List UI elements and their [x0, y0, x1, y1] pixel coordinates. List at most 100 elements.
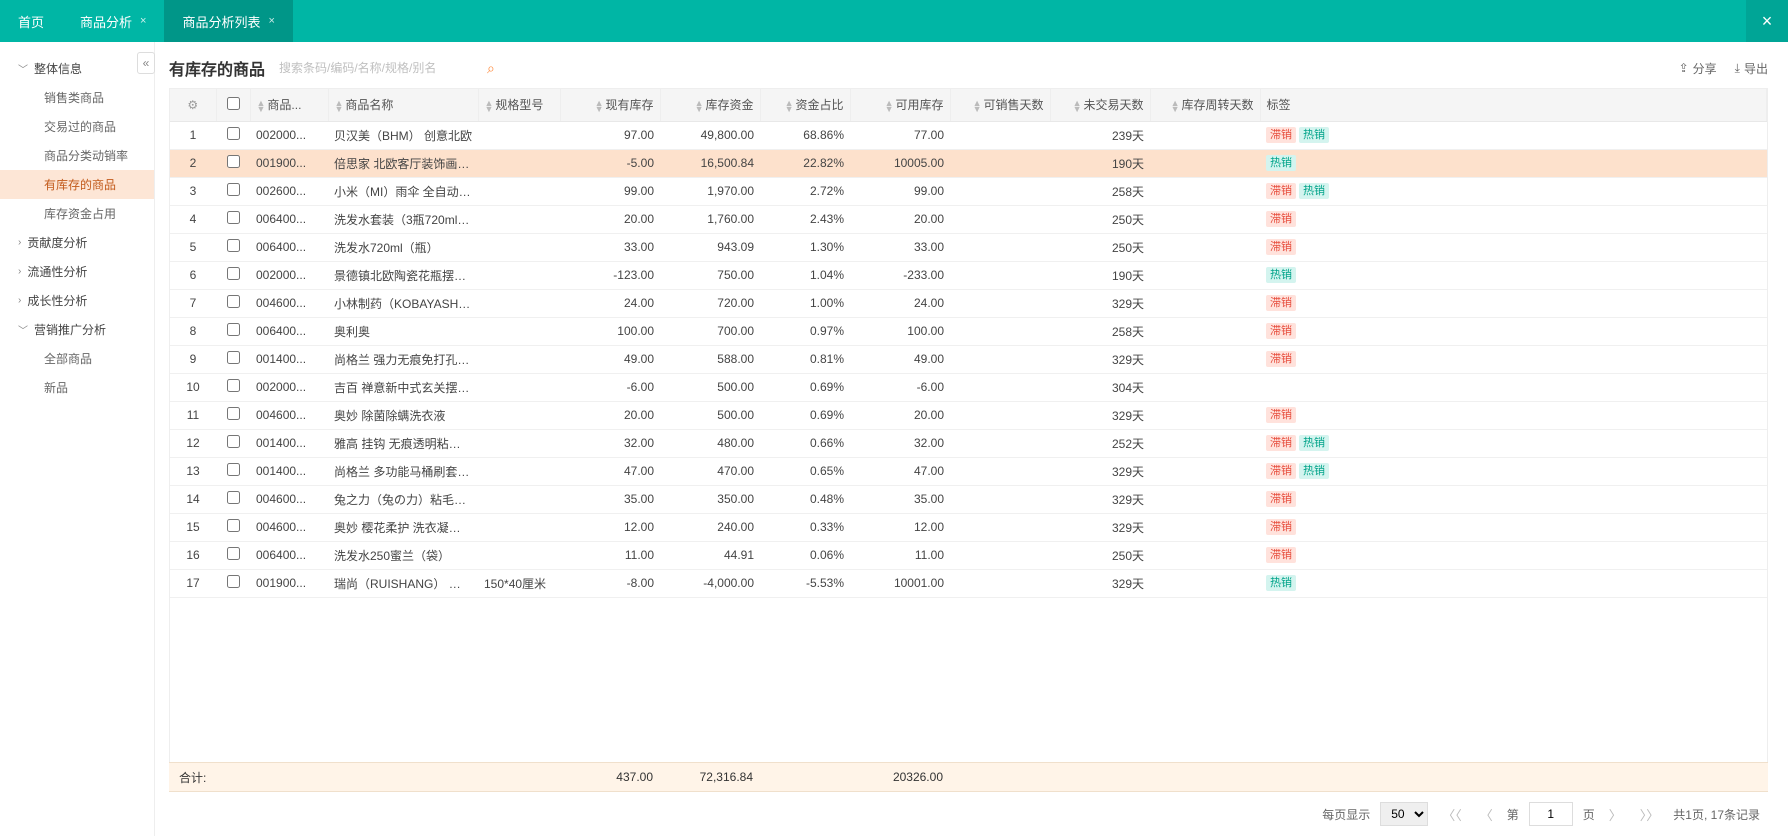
table-row[interactable]: 11004600...奥妙 除菌除螨洗衣液20.00500.000.69%20.… — [170, 401, 1767, 429]
row-checkbox[interactable] — [227, 323, 240, 336]
share-button[interactable]: ⇪分享 — [1679, 60, 1717, 77]
per-page-select[interactable]: 50 — [1380, 802, 1428, 826]
row-checkbox[interactable] — [227, 267, 240, 280]
nav-group-title[interactable]: ﹀营销推广分析 — [0, 315, 154, 344]
row-checkbox[interactable] — [227, 295, 240, 308]
nav-group-title[interactable]: ﹀整体信息 — [0, 54, 154, 83]
cell-chk — [216, 569, 250, 597]
row-checkbox[interactable] — [227, 435, 240, 448]
row-checkbox[interactable] — [227, 211, 240, 224]
sidebar-collapse-button[interactable]: « — [137, 52, 155, 74]
nav-item[interactable]: 全部商品 — [0, 344, 154, 373]
table-row[interactable]: 14004600...兔之力（兔の力）粘毛器粘35.00350.000.48%3… — [170, 485, 1767, 513]
export-button[interactable]: ⤓导出 — [1735, 60, 1768, 77]
tab[interactable]: 商品分析× — [62, 0, 164, 42]
prev-page-button[interactable]: 〈 — [1476, 805, 1497, 824]
row-checkbox[interactable] — [227, 407, 240, 420]
nav-item[interactable]: 商品分类动销率 — [0, 141, 154, 170]
row-checkbox[interactable] — [227, 351, 240, 364]
tag: 滞销 — [1266, 127, 1296, 143]
select-all-checkbox[interactable] — [227, 97, 240, 110]
row-checkbox[interactable] — [227, 575, 240, 588]
column-header[interactable]: ▲▼可用库存 — [850, 89, 950, 121]
row-checkbox[interactable] — [227, 379, 240, 392]
row-checkbox[interactable] — [227, 463, 240, 476]
cell-idx: 10 — [170, 373, 216, 401]
tag: 热销 — [1299, 127, 1329, 143]
table-row[interactable]: 3002600...小米（MI）雨伞 全自动折叠99.001,970.002.7… — [170, 177, 1767, 205]
cell-stock: -6.00 — [560, 373, 660, 401]
nav-item[interactable]: 交易过的商品 — [0, 112, 154, 141]
row-checkbox[interactable] — [227, 155, 240, 168]
cell-chk — [216, 485, 250, 513]
nav-item[interactable]: 新品 — [0, 373, 154, 402]
cell-chk — [216, 149, 250, 177]
row-checkbox[interactable] — [227, 183, 240, 196]
cell-idx: 16 — [170, 541, 216, 569]
page-input[interactable] — [1529, 802, 1573, 826]
tab-close-icon[interactable]: × — [268, 15, 274, 27]
column-header[interactable]: ▲▼库存周转天数 — [1150, 89, 1260, 121]
column-header[interactable]: ▲▼可销售天数 — [950, 89, 1050, 121]
tab[interactable]: 商品分析列表× — [164, 0, 292, 42]
cell-turn — [1150, 457, 1260, 485]
cell-avail: 47.00 — [850, 457, 950, 485]
row-checkbox[interactable] — [227, 547, 240, 560]
data-table-wrap[interactable]: ⚙▲▼商品...▲▼商品名称▲▼规格型号▲▼现有库存▲▼库存资金▲▼资金占比▲▼… — [169, 88, 1768, 762]
nav-group-label: 流通性分析 — [27, 263, 87, 280]
row-checkbox[interactable] — [227, 519, 240, 532]
table-row[interactable]: 6002000...景德镇北欧陶瓷花瓶摆件 位-123.00750.001.04… — [170, 261, 1767, 289]
table-row[interactable]: 15004600...奥妙 樱花柔护 洗衣凝珠 1012.00240.000.3… — [170, 513, 1767, 541]
table-row[interactable]: 7004600...小林制药（KOBAYASHI）E24.00720.001.0… — [170, 289, 1767, 317]
nav-group-title[interactable]: ›成长性分析 — [0, 286, 154, 315]
table-row[interactable]: 12001400...雅高 挂钩 无痕透明粘钩 强32.00480.000.66… — [170, 429, 1767, 457]
nav-group-title[interactable]: ›流通性分析 — [0, 257, 154, 286]
search-icon[interactable]: ⌕ — [487, 60, 495, 77]
nav-item[interactable]: 销售类商品 — [0, 83, 154, 112]
column-header[interactable]: ▲▼商品... — [250, 89, 328, 121]
table-row[interactable]: 16006400...洗发水250蜜兰（袋）11.0044.910.06%11.… — [170, 541, 1767, 569]
cell-code: 002000... — [250, 121, 328, 149]
table-row[interactable]: 1002000...贝汉美（BHM） 创意北欧97.0049,800.0068.… — [170, 121, 1767, 149]
row-checkbox[interactable] — [227, 127, 240, 140]
column-header[interactable]: ▲▼商品名称 — [328, 89, 478, 121]
table-row[interactable]: 13001400...尚格兰 多功能马桶刷套装 买47.00470.000.65… — [170, 457, 1767, 485]
first-page-button[interactable]: 〈〈 — [1438, 805, 1466, 824]
cell-chk — [216, 233, 250, 261]
tag: 热销 — [1299, 435, 1329, 451]
top-tabs-bar: 首页商品分析×商品分析列表× × — [0, 0, 1788, 42]
cell-sdays — [950, 121, 1050, 149]
nav-item[interactable]: 库存资金占用 — [0, 199, 154, 228]
nav-group-title[interactable]: ›贡献度分析 — [0, 228, 154, 257]
gear-icon[interactable]: ⚙ — [187, 98, 198, 112]
search-input[interactable] — [279, 61, 479, 75]
column-header[interactable]: ▲▼现有库存 — [560, 89, 660, 121]
column-header[interactable]: ▲▼未交易天数 — [1050, 89, 1150, 121]
table-row[interactable]: 5006400...洗发水720ml（瓶）33.00943.091.30%33.… — [170, 233, 1767, 261]
cell-spec — [478, 149, 560, 177]
next-page-button[interactable]: 〉 — [1605, 805, 1626, 824]
cell-code: 006400... — [250, 317, 328, 345]
row-checkbox[interactable] — [227, 491, 240, 504]
table-row[interactable]: 4006400...洗发水套装（3瓶720ml+1）20.001,760.002… — [170, 205, 1767, 233]
cell-spec — [478, 513, 560, 541]
nav-group-label: 营销推广分析 — [34, 321, 106, 338]
close-all-tabs-button[interactable]: × — [1746, 0, 1788, 42]
table-row[interactable]: 10002000...吉百 禅意新中式玄关摆件套-6.00500.000.69%… — [170, 373, 1767, 401]
cell-pct: 1.30% — [760, 233, 850, 261]
nav-item[interactable]: 有库存的商品 — [0, 170, 154, 199]
sort-icon: ▲▼ — [885, 100, 894, 112]
column-header[interactable]: ▲▼库存资金 — [660, 89, 760, 121]
cell-turn — [1150, 261, 1260, 289]
table-row[interactable]: 8006400...奥利奥100.00700.000.97%100.00258天… — [170, 317, 1767, 345]
column-header[interactable]: ▲▼规格型号 — [478, 89, 560, 121]
column-header[interactable]: ▲▼资金占比 — [760, 89, 850, 121]
tab-close-icon[interactable]: × — [140, 15, 146, 27]
row-checkbox[interactable] — [227, 239, 240, 252]
table-row[interactable]: 2001900...倍思家 北欧客厅装饰画卧室-5.0016,500.8422.… — [170, 149, 1767, 177]
table-row[interactable]: 17001900...瑞尚（RUISHANG） 卧室装150*40厘米-8.00… — [170, 569, 1767, 597]
table-row[interactable]: 9001400...尚格兰 强力无痕免打孔浴室49.00588.000.81%4… — [170, 345, 1767, 373]
last-page-button[interactable]: 〉〉 — [1636, 805, 1664, 824]
cell-name: 景德镇北欧陶瓷花瓶摆件 位 — [328, 261, 478, 289]
tab[interactable]: 首页 — [0, 0, 62, 42]
